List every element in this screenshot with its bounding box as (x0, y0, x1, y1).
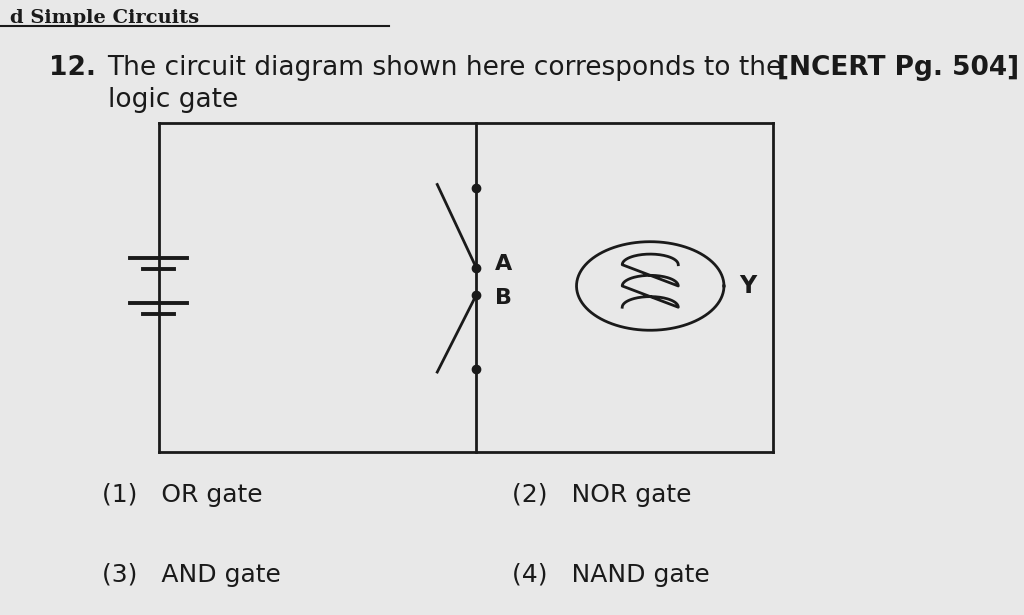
Text: [NCERT Pg. 504]: [NCERT Pg. 504] (777, 55, 1019, 81)
Text: logic gate: logic gate (108, 87, 238, 113)
Text: (1)   OR gate: (1) OR gate (102, 483, 263, 507)
Text: 12.: 12. (49, 55, 96, 81)
Text: d Simple Circuits: d Simple Circuits (10, 9, 200, 27)
Text: (3)   AND gate: (3) AND gate (102, 563, 282, 587)
Text: A: A (495, 255, 512, 274)
Text: (4)   NAND gate: (4) NAND gate (512, 563, 710, 587)
Text: B: B (495, 288, 512, 308)
Text: Y: Y (739, 274, 757, 298)
Text: The circuit diagram shown here corresponds to the: The circuit diagram shown here correspon… (108, 55, 782, 81)
Text: (2)   NOR gate: (2) NOR gate (512, 483, 691, 507)
